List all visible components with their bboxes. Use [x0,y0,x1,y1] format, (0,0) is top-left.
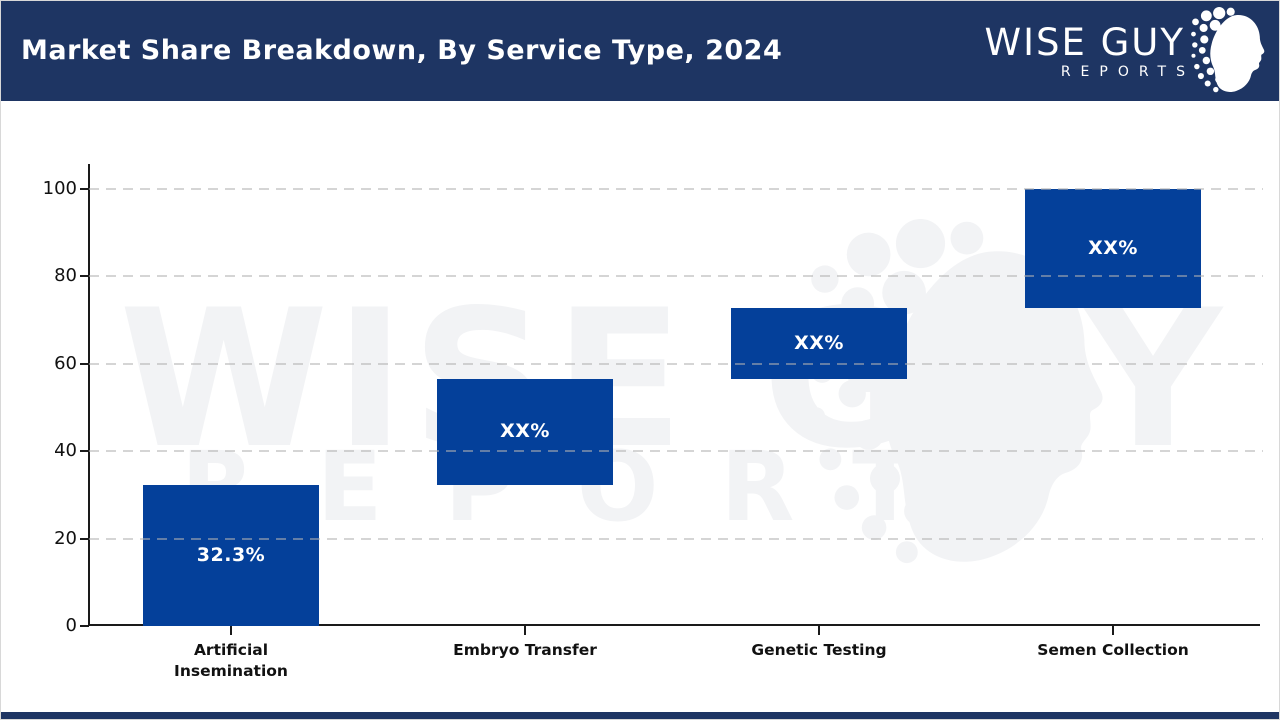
bar-value-label: XX% [794,332,844,355]
gridline-40 [89,450,1263,452]
gridline-20 [89,537,1263,540]
y-tick-label-100: 100 [42,177,77,199]
y-tick-mark-40 [80,450,89,452]
x-tick-mark-4 [1112,626,1114,635]
y-tick-label-20: 20 [54,527,77,549]
x-tick-mark-2 [524,626,526,635]
bar-artificial-insemination [143,484,319,626]
bar-value-label: XX% [500,419,550,442]
brand-logo-text: WISE GUY REPORTS [985,23,1185,81]
y-tick-label-40: 40 [54,440,77,461]
y-tick-mark-20 [80,537,89,540]
brand-logo-wiseguy: WISE GUY [984,21,1185,64]
y-tick-mark-0 [80,625,89,627]
bar-embryo-transfer [437,378,613,485]
brand-logo-reports: REPORTS [1060,64,1195,80]
watermark-head-profile-icon [807,219,1103,564]
x-category-label: Embryo Transfer [453,641,597,659]
bar-value-label: 32.3% [196,543,266,566]
gridline-80 [89,275,1263,277]
y-tick-label-80: 80 [54,265,77,286]
y-tick-label-0: 0 [65,615,77,636]
x-tick-mark-3 [818,626,820,635]
x-category-label: Artificial Insemination [174,641,288,680]
brand-logo: WISE GUY REPORTS [985,7,1265,93]
y-tick-mark-100 [80,187,89,190]
y-axis-line [88,164,90,626]
x-category-label: Genetic Testing [751,641,887,659]
bar-value-label: XX% [1088,236,1138,259]
x-axis-line [88,624,1260,626]
bar-genetic-testing [731,308,907,379]
y-tick-label-60: 60 [54,352,77,374]
y-tick-mark-80 [80,275,89,277]
x-tick-mark-1 [230,626,232,635]
footer-bar [1,712,1279,719]
header-bar: Market Share Breakdown, By Service Type,… [1,1,1279,101]
bar-semen-collection [1025,188,1201,309]
gridline-60 [89,362,1263,365]
page-title: Market Share Breakdown, By Service Type,… [21,35,783,66]
gridline-100 [89,187,1263,190]
head-profile-icon [1191,7,1265,93]
x-category-label: Semen Collection [1037,641,1189,659]
y-tick-mark-60 [80,362,89,365]
